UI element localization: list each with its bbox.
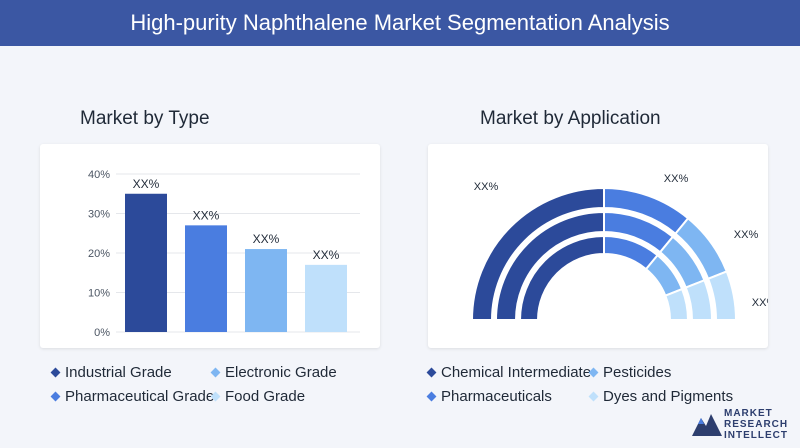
bar [245,249,287,332]
legend-item-dyes-and-pigments: Dyes and Pigments [588,388,733,405]
application-chart-card: XX% XX% XX% XX% [428,144,776,348]
company-logo: MARKET RESEARCH INTELLECT [692,406,792,442]
legend-item-pharmaceutical-grade: Pharmaceutical Grade [50,388,214,405]
application-chart-title: Market by Application [480,108,661,129]
legend-item-electronic-grade: Electronic Grade [210,364,337,381]
donut-slice [664,287,690,321]
type-chart-title: Market by Type [80,108,210,129]
application-panel: Market by Application XX% XX% XX% XX% Chemi… [400,62,800,448]
type-chart-card: 0% 10% 20% 30% 40% XX% XX% XX% XX% [40,144,380,348]
bar-data-label: XX% [313,248,340,262]
donut-slice [684,278,714,321]
type-panel: Market by Type 0% 10% 20% 30% 40% XX% XX% XX% XX… [0,62,400,448]
legend-marker-icon [588,391,599,401]
bar-data-label: XX% [193,208,220,222]
legend-marker-icon [588,367,599,377]
legend-item-pharmaceuticals: Pharmaceuticals [426,388,552,405]
legend-marker-icon [210,391,221,401]
legend-marker-icon [426,367,437,377]
legend-marker-icon [50,367,61,377]
y-tick-label: 20% [88,248,110,260]
legend-item-chemical-intermediate: Chemical Intermediate [426,364,591,381]
y-tick-label: 10% [88,288,110,300]
donut-slice [706,270,738,321]
banner: High-purity Naphthalene Market Segmentat… [0,0,800,46]
bar-data-label: XX% [253,232,280,246]
bar [125,193,167,332]
y-tick-label: 0% [94,327,110,339]
y-tick-label: 30% [88,209,110,221]
page-title: High-purity Naphthalene Market Segmentat… [130,10,670,35]
legend-item-pesticides: Pesticides [588,364,671,381]
slice-data-label: XX% [734,229,759,241]
legend-marker-icon [426,391,437,401]
logo-text: MARKET RESEARCH INTELLECT [724,408,789,441]
slice-data-label: XX% [474,181,499,193]
legend-marker-icon [210,367,221,377]
bar [305,264,347,332]
bar [185,225,227,332]
legend-item-food-grade: Food Grade [210,388,305,405]
bar-data-label: XX% [133,177,160,191]
half-donut-chart: XX% XX% XX% XX% [470,173,776,321]
slice-data-label: XX% [752,297,768,309]
legend-marker-icon [50,391,61,401]
bar-chart: 0% 10% 20% 30% 40% XX% XX% XX% XX% [88,169,360,339]
logo-mountain-icon [692,414,722,436]
legend-item-industrial-grade: Industrial Grade [50,364,172,381]
slice-data-label: XX% [664,173,689,185]
y-tick-label: 40% [88,169,110,181]
